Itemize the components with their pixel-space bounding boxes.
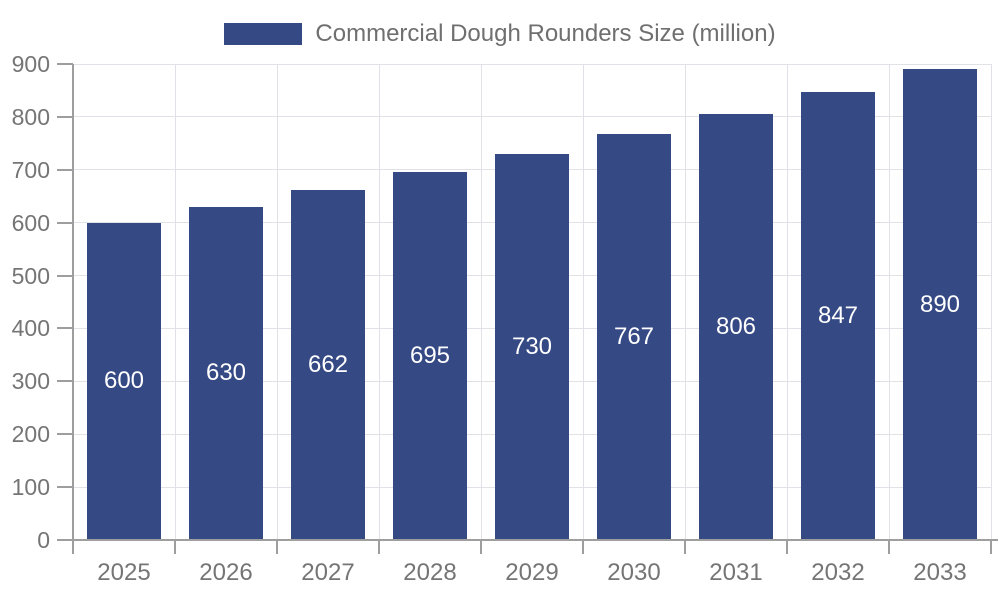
y-axis-label: 100 <box>11 474 50 501</box>
y-axis-label: 800 <box>11 103 50 130</box>
y-axis-tick <box>57 433 73 436</box>
x-axis-label: 2031 <box>709 559 763 586</box>
x-axis-label: 2032 <box>811 559 865 586</box>
x-axis-label: 2029 <box>505 559 559 586</box>
bar-2030[interactable] <box>597 134 671 540</box>
v-gridline <box>174 64 176 540</box>
y-axis-label: 700 <box>11 156 50 183</box>
v-gridline <box>990 64 992 540</box>
bar-2029[interactable] <box>495 153 569 540</box>
y-axis-label: 900 <box>11 51 50 77</box>
bar-value-label: 600 <box>103 367 145 395</box>
x-axis-label: 2028 <box>403 559 457 586</box>
y-axis-line <box>72 64 74 554</box>
y-axis-tick <box>57 274 73 277</box>
x-axis-label: 2033 <box>913 559 967 586</box>
bar-value-label: 806 <box>715 312 757 340</box>
bar-value-label: 847 <box>817 302 859 329</box>
bar-2033[interactable] <box>903 69 977 540</box>
h-gridline <box>73 116 991 118</box>
v-gridline <box>276 64 278 540</box>
y-axis-tick <box>57 486 73 489</box>
legend-label: Commercial Dough Rounders Size (million) <box>315 20 776 47</box>
x-axis-label: 2025 <box>97 559 151 586</box>
v-gridline <box>582 64 584 540</box>
y-axis-tick <box>57 221 73 224</box>
x-axis-tick <box>684 540 686 554</box>
y-axis-tick <box>57 115 73 118</box>
x-axis-label: 2030 <box>607 559 661 586</box>
bar-value-label: 695 <box>409 342 451 370</box>
bar-2032[interactable] <box>801 92 875 540</box>
x-axis-line <box>57 539 998 541</box>
y-axis-label: 500 <box>11 262 50 289</box>
bar-2026[interactable] <box>189 206 263 540</box>
y-axis-label: 0 <box>37 527 50 553</box>
x-axis-label: 2026 <box>199 559 253 586</box>
v-gridline <box>480 64 482 540</box>
h-gridline <box>73 63 991 65</box>
y-axis-label: 600 <box>11 209 50 236</box>
x-axis-tick <box>888 540 890 554</box>
x-axis-tick <box>990 540 992 554</box>
v-gridline <box>378 64 380 540</box>
x-axis-tick <box>480 540 482 554</box>
x-axis-tick <box>786 540 788 554</box>
bar-value-label: 767 <box>613 323 655 351</box>
bar-value-label: 662 <box>307 350 349 378</box>
y-axis-tick <box>57 168 73 171</box>
y-axis-tick <box>57 380 73 383</box>
y-axis-tick <box>57 327 73 330</box>
v-gridline <box>786 64 788 540</box>
legend-swatch-icon <box>224 23 303 45</box>
x-axis-tick <box>174 540 176 554</box>
v-gridline <box>888 64 890 540</box>
bar-value-label: 890 <box>919 290 961 318</box>
y-axis-label: 300 <box>11 368 50 395</box>
y-axis-label: 200 <box>11 421 50 448</box>
bar-2028[interactable] <box>393 172 467 540</box>
bar-2027[interactable] <box>291 189 365 540</box>
y-axis-label: 400 <box>11 315 50 342</box>
bar-value-label: 730 <box>511 332 553 360</box>
bar-value-label: 630 <box>205 359 247 387</box>
chart-legend[interactable]: Commercial Dough Rounders Size (million) <box>0 17 1000 51</box>
bar-2031[interactable] <box>699 113 773 540</box>
x-axis-tick <box>378 540 380 554</box>
y-axis-tick <box>57 63 73 65</box>
x-axis-label: 2027 <box>301 559 355 586</box>
bar-2025[interactable] <box>87 222 161 540</box>
x-axis-tick <box>276 540 278 554</box>
v-gridline <box>684 64 686 540</box>
x-axis-tick <box>582 540 584 554</box>
